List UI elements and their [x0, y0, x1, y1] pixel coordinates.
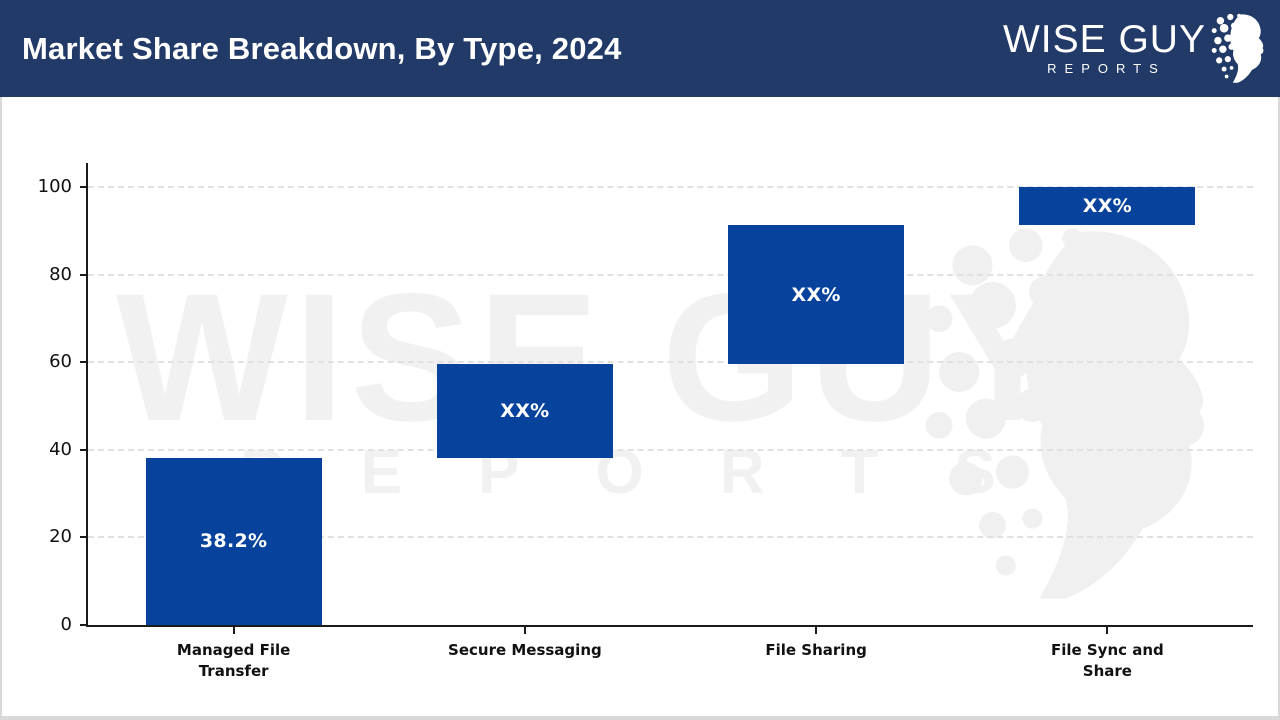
brand-subname: REPORTS	[1047, 61, 1166, 77]
x-axis-tick	[815, 627, 818, 634]
gridline-40	[88, 448, 1253, 451]
x-axis-spine	[86, 625, 1253, 627]
bar-value-label: 38.2%	[199, 530, 268, 553]
brand-head-logo-icon	[1208, 5, 1270, 91]
x-axis-category-label-line: File Sharing	[765, 641, 867, 659]
bar-value-label: XX%	[1082, 195, 1132, 218]
x-axis-tick	[523, 627, 526, 634]
x-axis-category-label: File Sharing	[686, 640, 946, 661]
y-axis-tick	[80, 186, 88, 188]
y-axis-tick	[80, 361, 88, 364]
x-axis-category-label: Secure Messaging	[395, 640, 655, 661]
y-axis-tick	[80, 624, 88, 626]
brand-logo-text: WISE GUY REPORTS	[1002, 17, 1206, 77]
x-axis-category-label-line: Managed File	[176, 641, 291, 659]
bar-value-label: XX%	[500, 400, 550, 423]
y-axis-tick-label: 100	[37, 176, 72, 197]
brand-name: WISE GUY	[1002, 17, 1206, 61]
brand-logo: WISE GUY REPORTS	[1003, 5, 1270, 91]
y-axis-spine	[86, 163, 88, 627]
chart-title: Market Share Breakdown, By Type, 2024	[22, 30, 622, 66]
bar-value-label: XX%	[791, 283, 841, 306]
x-axis-tick	[232, 627, 235, 634]
watermark-reports-text: REPORTS	[240, 438, 1072, 507]
y-axis-tick	[80, 536, 88, 539]
bar-secure-messaging: XX%	[436, 364, 613, 458]
bar-file-sync-and-share: XX%	[1019, 187, 1196, 226]
x-axis-category-label-line: Share	[1082, 662, 1132, 680]
y-axis-tick-label: 80	[49, 263, 72, 285]
gridline-80	[88, 273, 1253, 276]
x-axis-category-label-line: Transfer	[198, 662, 269, 680]
y-axis-tick	[80, 448, 88, 451]
x-axis-category-label: File Sync and Share	[977, 640, 1237, 682]
y-axis-tick	[80, 273, 88, 276]
x-axis-category-label-line: Secure Messaging	[448, 641, 602, 659]
gridline-60	[88, 361, 1253, 364]
y-axis-tick-label: 60	[49, 351, 72, 373]
x-axis-tick	[1106, 627, 1109, 634]
gridline-20	[88, 536, 1253, 539]
gridline-100	[88, 186, 1253, 188]
x-axis-category-label: Managed File Transfer	[104, 640, 364, 682]
y-axis-tick-label: 20	[49, 526, 72, 548]
y-axis-tick-label: 0	[60, 614, 72, 635]
header-band: Market Share Breakdown, By Type, 2024 WI…	[0, 0, 1280, 97]
bar-file-sharing: XX%	[728, 225, 905, 365]
x-axis-category-label-line: File Sync and	[1050, 641, 1164, 659]
bar-managed-file-transfer: 38.2%	[145, 457, 322, 625]
y-axis-tick-label: 40	[49, 438, 72, 460]
